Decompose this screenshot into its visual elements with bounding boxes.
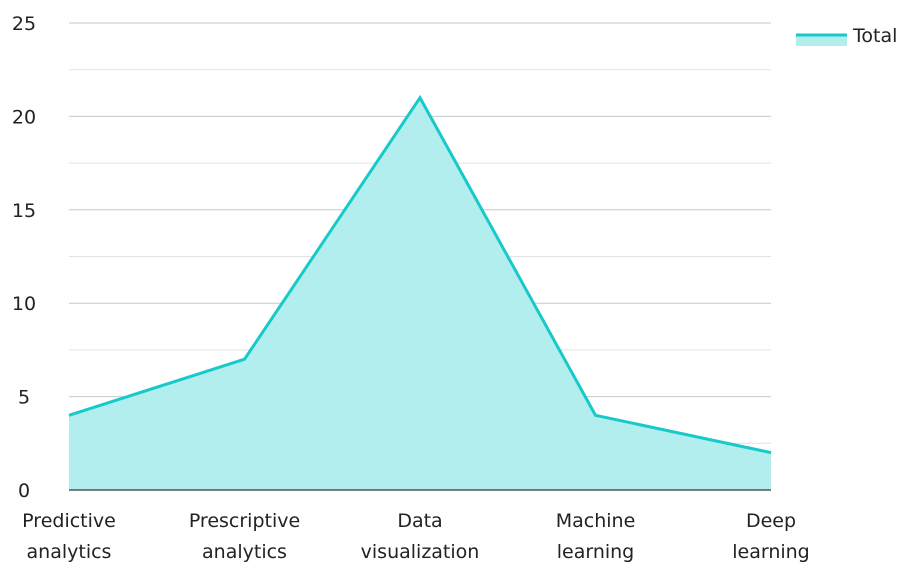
- x-category-label: Deep learning: [732, 510, 810, 563]
- x-category-label-line: learning: [732, 541, 810, 563]
- x-category-label-line: visualization: [361, 541, 480, 563]
- y-tick-label: 0: [18, 480, 30, 502]
- x-category-label-line: Data: [397, 510, 442, 532]
- x-tick-labels: Predictive analytics Prescriptive analytics…: [22, 510, 810, 563]
- x-category-label-line: learning: [557, 541, 635, 563]
- legend: Total: [796, 25, 897, 47]
- x-category-label: Prescriptive analytics: [189, 510, 300, 563]
- y-tick-label: 10: [12, 293, 36, 315]
- x-category-label-line: analytics: [27, 541, 112, 563]
- x-category-label-line: Machine: [556, 510, 636, 532]
- series-area-group: [68, 94, 772, 490]
- y-tick-label: 20: [12, 106, 36, 128]
- series-area-fill: [69, 97, 771, 490]
- y-tick-labels: 0 5 10 15 20 25: [12, 13, 36, 502]
- y-tick-label: 5: [18, 387, 30, 409]
- y-tick-label: 25: [12, 13, 36, 35]
- x-category-label-line: analytics: [202, 541, 287, 563]
- x-category-label-line: Predictive: [22, 510, 116, 532]
- x-category-label-line: Prescriptive: [189, 510, 300, 532]
- x-category-label: Machine learning: [556, 510, 636, 563]
- y-tick-label: 15: [12, 200, 36, 222]
- x-category-label-line: Deep: [746, 510, 796, 532]
- legend-label[interactable]: Total: [852, 25, 897, 47]
- x-category-label: Data visualization: [361, 510, 480, 563]
- x-category-label: Predictive analytics: [22, 510, 116, 563]
- legend-swatch-fill: [796, 35, 847, 46]
